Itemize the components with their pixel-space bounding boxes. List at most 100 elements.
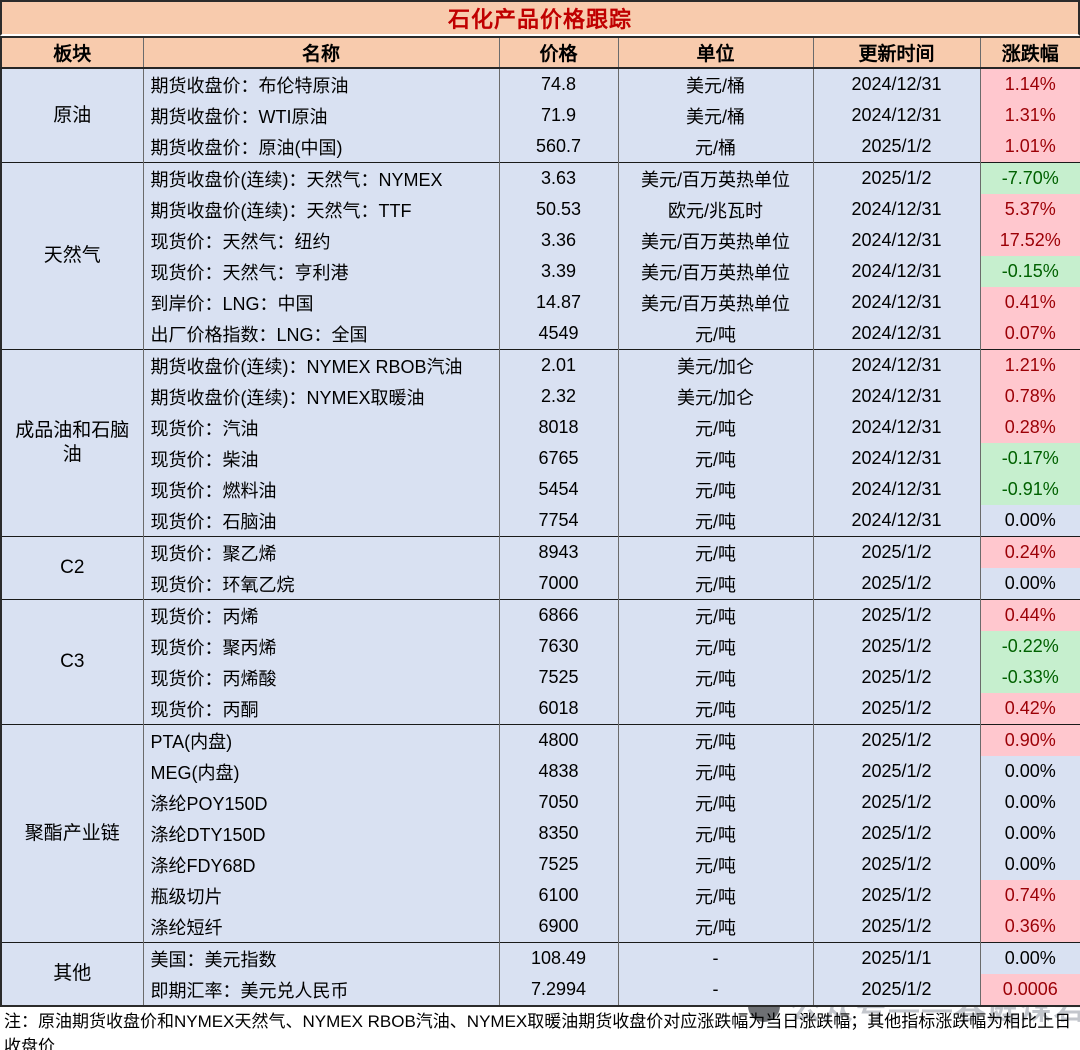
change-cell: 0.24%: [979, 536, 1080, 568]
date-cell: 2025/1/2: [812, 568, 981, 600]
column-header-4: 更新时间: [812, 37, 981, 69]
price-cell: 560.7: [498, 131, 619, 163]
section-label: 成品油和石脑油: [0, 349, 144, 537]
date-cell: 2025/1/2: [812, 693, 981, 725]
name-cell: 现货价：聚丙烯: [142, 631, 500, 662]
change-cell: -0.22%: [979, 631, 1080, 662]
table-row: 现货价：天然气：纽约 3.36 美元/百万英热单位 2024/12/31 17.52%: [1, 225, 1080, 256]
name-cell: 现货价：聚乙烯: [142, 536, 500, 568]
price-cell: 6018: [498, 693, 619, 725]
table-row: 现货价：石脑油 7754 元/吨 2024/12/31 0.00%: [1, 505, 1080, 537]
date-cell: 2024/12/31: [812, 100, 981, 131]
unit-cell: 元/吨: [617, 568, 814, 600]
date-cell: 2024/12/31: [812, 412, 981, 443]
price-cell: 6866: [498, 599, 619, 631]
price-cell: 4838: [498, 756, 619, 787]
price-cell: 3.36: [498, 225, 619, 256]
price-cell: 74.8: [498, 68, 619, 100]
date-cell: 2025/1/1: [812, 942, 981, 974]
name-cell: 期货收盘价：WTI原油: [142, 100, 500, 131]
date-cell: 2025/1/2: [812, 131, 981, 163]
date-cell: 2025/1/2: [812, 911, 981, 943]
price-cell: 71.9: [498, 100, 619, 131]
header-row: 板块 名称 价格 单位 更新时间 涨跌幅: [0, 37, 1080, 69]
change-cell: 0.0006: [979, 974, 1080, 1006]
section-6: 其他 美国：美元指数 108.49-2025/1/1 0.00% 即期汇率：美元兑人民币…: [0, 942, 1080, 1006]
section-label: 原油: [0, 68, 144, 163]
change-cell: 17.52%: [979, 225, 1080, 256]
date-cell: 2025/1/2: [812, 662, 981, 693]
change-cell: 0.00%: [979, 849, 1080, 880]
table-row: 涤纶DTY150D 8350 元/吨 2025/1/2 0.00%: [1, 818, 1080, 849]
change-cell: -7.70%: [979, 162, 1080, 194]
section-label: 聚酯产业链: [0, 724, 144, 943]
table-row: 成品油和石脑油 期货收盘价(连续)：NYMEX RBOB汽油 2.01 美元/加仑 20…: [0, 349, 1080, 537]
table-row: 期货收盘价：WTI原油 71.9 美元/桶 2024/12/31 1.31%: [1, 100, 1080, 131]
price-cell: 2.32: [498, 381, 619, 412]
section-label: 其他: [0, 942, 144, 1006]
section-3: C2 现货价：聚乙烯 8943 元/吨 2025/1/2 0.24% 现货价：环氧乙烷 700…: [0, 536, 1080, 600]
name-cell: 涤纶短纤: [142, 911, 500, 943]
date-cell: 2024/12/31: [812, 194, 981, 225]
name-cell: 现货价：柴油: [142, 443, 500, 474]
change-cell: 1.14%: [979, 68, 1080, 100]
name-cell: 期货收盘价(连续)：天然气：NYMEX: [142, 162, 500, 194]
price-cell: 14.87: [498, 287, 619, 318]
price-cell: 6900: [498, 911, 619, 943]
change-cell: 0.00%: [979, 568, 1080, 600]
price-cell: 3.63: [498, 162, 619, 194]
unit-cell: 元/吨: [617, 443, 814, 474]
unit-cell: -: [617, 974, 814, 1006]
footnote: 注：原油期货收盘价和NYMEX天然气、NYMEX RBOB汽油、NYMEX取暖油…: [0, 1007, 1080, 1050]
date-cell: 2025/1/2: [812, 756, 981, 787]
change-cell: 0.00%: [979, 942, 1080, 974]
name-cell: 即期汇率：美元兑人民币: [142, 974, 500, 1006]
change-cell: 0.00%: [979, 505, 1080, 537]
table-row: 现货价：环氧乙烷 7000 元/吨 2025/1/2 0.00%: [1, 568, 1080, 600]
price-cell: 5454: [498, 474, 619, 505]
date-cell: 2025/1/2: [812, 974, 981, 1006]
unit-cell: 元/吨: [617, 693, 814, 725]
table-row: 到岸价：LNG：中国 14.87 美元/百万英热单位 2024/12/31 0.41%: [1, 287, 1080, 318]
change-cell: -0.91%: [979, 474, 1080, 505]
name-cell: 现货价：天然气：亨利港: [142, 256, 500, 287]
name-cell: 现货价：丙烯酸: [142, 662, 500, 693]
table-row: 出厂价格指数：LNG：全国 4549 元/吨 2024/12/31 0.07%: [1, 318, 1080, 350]
name-cell: 到岸价：LNG：中国: [142, 287, 500, 318]
name-cell: 现货价：石脑油: [142, 505, 500, 537]
unit-cell: 欧元/兆瓦时: [617, 194, 814, 225]
table-row: 涤纶POY150D 7050 元/吨 2025/1/2 0.00%: [1, 787, 1080, 818]
price-cell: 4800: [498, 724, 619, 756]
price-cell: 2.01: [498, 349, 619, 381]
table-header: 板块 名称 价格 单位 更新时间 涨跌幅: [0, 37, 1080, 69]
change-cell: 0.44%: [979, 599, 1080, 631]
unit-cell: 美元/桶: [617, 100, 814, 131]
date-cell: 2024/12/31: [812, 474, 981, 505]
date-cell: 2024/12/31: [812, 381, 981, 412]
unit-cell: 元/吨: [617, 756, 814, 787]
column-header-5: 涨跌幅: [979, 37, 1080, 69]
change-cell: 0.00%: [979, 787, 1080, 818]
date-cell: 2024/12/31: [812, 505, 981, 537]
column-header-1: 名称: [142, 37, 500, 69]
name-cell: 期货收盘价：原油(中国): [142, 131, 500, 163]
name-cell: 现货价：丙酮: [142, 693, 500, 725]
table-row: 现货价：燃料油 5454 元/吨 2024/12/31 -0.91%: [1, 474, 1080, 505]
change-cell: 0.42%: [979, 693, 1080, 725]
unit-cell: 元/吨: [617, 412, 814, 443]
price-cell: 4549: [498, 318, 619, 350]
unit-cell: 元/吨: [617, 474, 814, 505]
table-row: 即期汇率：美元兑人民币 7.2994-2025/1/2 0.0006: [1, 974, 1080, 1006]
section-label: C3: [0, 599, 144, 725]
change-cell: 0.78%: [979, 381, 1080, 412]
table-row: 现货价：天然气：亨利港 3.39 美元/百万英热单位 2024/12/31 -0.15%: [1, 256, 1080, 287]
date-cell: 2024/12/31: [812, 68, 981, 100]
unit-cell: 元/吨: [617, 849, 814, 880]
date-cell: 2024/12/31: [812, 287, 981, 318]
date-cell: 2024/12/31: [812, 443, 981, 474]
unit-cell: 元/吨: [617, 536, 814, 568]
section-label: 天然气: [0, 162, 144, 350]
name-cell: 涤纶DTY150D: [142, 818, 500, 849]
section-label: C2: [0, 536, 144, 600]
unit-cell: 美元/百万英热单位: [617, 162, 814, 194]
